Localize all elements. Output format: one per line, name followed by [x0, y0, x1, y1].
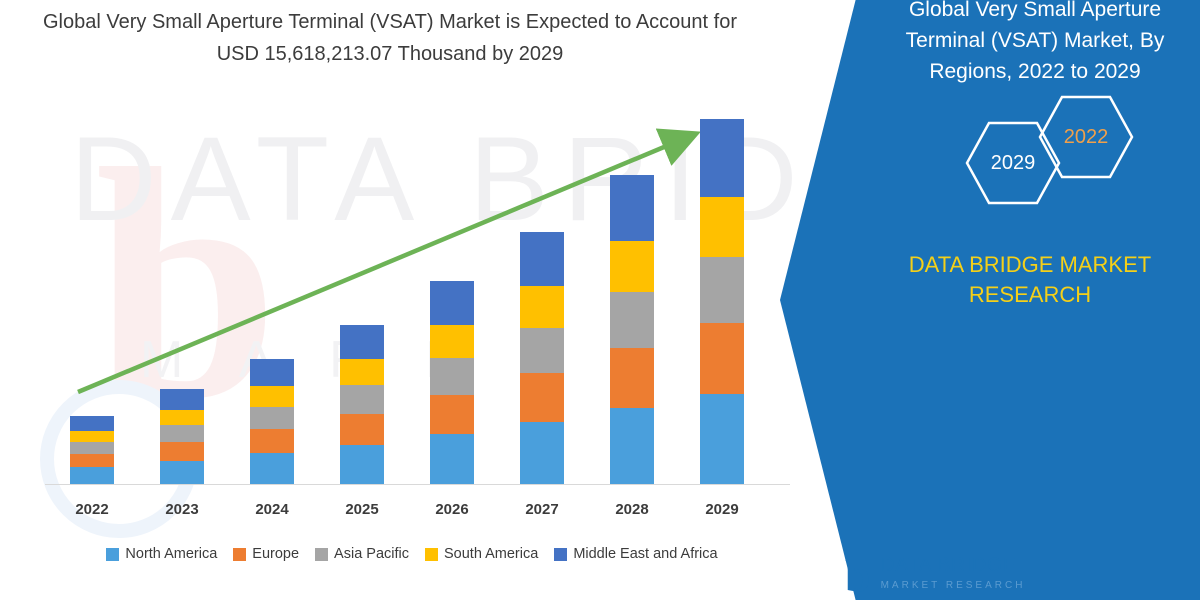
- bar-segment: [160, 389, 204, 410]
- chart-legend: North America Europe Asia Pacific South Ame…: [42, 546, 782, 562]
- legend-item: South America: [425, 546, 538, 562]
- footer-logo-mark: b: [845, 550, 871, 601]
- bar-segment: [430, 325, 474, 359]
- bar-2027: [520, 232, 564, 484]
- bar-segment: [700, 393, 744, 484]
- right-panel: [780, 0, 1200, 600]
- bar-segment: [250, 386, 294, 407]
- legend-swatch: [233, 547, 247, 561]
- bar-2028: [610, 175, 654, 484]
- brand-line-2: RESEARCH: [968, 282, 1092, 307]
- bar-segment: [610, 241, 654, 293]
- legend-label: South America: [444, 546, 539, 562]
- bar-segment: [250, 359, 294, 387]
- panel-title: Global Very Small Aperture Terminal (VSA…: [905, 0, 1165, 83]
- bar-segment: [430, 281, 474, 325]
- legend-swatch: [315, 547, 329, 561]
- hexagon-2029: 2029: [965, 121, 1061, 205]
- bar-segment: [520, 373, 564, 422]
- bar-segment: [340, 414, 384, 445]
- footer-logo: b DATA BRIDGE MARKET RESEARCH: [845, 550, 1026, 601]
- legend-swatch: [554, 547, 568, 561]
- footer-logo-text: DATA BRIDGE MARKET RESEARCH: [881, 556, 1026, 596]
- bar-segment: [430, 394, 474, 434]
- bar-segment: [700, 257, 744, 324]
- bar-segment: [520, 421, 564, 484]
- legend-label: Middle East and Africa: [573, 546, 718, 562]
- bar-segment: [70, 442, 114, 455]
- x-axis-label-2027: 2027: [525, 501, 559, 518]
- bar-segment: [430, 358, 474, 395]
- bar-2024: [250, 359, 294, 484]
- bar-2022: [70, 416, 114, 484]
- bar-segment: [610, 292, 654, 349]
- bar-segment: [610, 407, 654, 484]
- bar-segment: [340, 385, 384, 415]
- bar-2029: [700, 118, 744, 484]
- x-axis-label-2029: 2029: [705, 501, 739, 518]
- bar-2026: [430, 281, 474, 484]
- hexagon-2022-label: 2022: [1063, 125, 1109, 148]
- legend-swatch: [106, 547, 120, 561]
- brand-line-1: DATA BRIDGE MARKET: [908, 252, 1152, 277]
- bar-segment: [160, 442, 204, 461]
- bar-segment: [430, 433, 474, 484]
- growth-arrow-icon: [77, 128, 701, 395]
- legend-label: North America: [125, 546, 218, 562]
- bar-segment: [520, 327, 564, 374]
- legend-item: Europe: [233, 546, 299, 562]
- bar-segment: [340, 325, 384, 360]
- x-axis-label-2024: 2024: [255, 501, 289, 518]
- bar-segment: [610, 348, 654, 408]
- right-panel-content: Global Very Small Aperture Terminal (VSA…: [780, 0, 1200, 600]
- hexagon-2022: 2022: [1038, 95, 1134, 179]
- bar-segment: [160, 425, 204, 443]
- x-axis-label-2022: 2022: [75, 501, 109, 518]
- legend-label: Europe: [252, 546, 300, 562]
- hexagon-group: 2029 2022: [965, 95, 1185, 205]
- x-axis-label-2028: 2028: [615, 501, 649, 518]
- bar-segment: [610, 175, 654, 242]
- bar-segment: [250, 453, 294, 484]
- stacked-bar-chart: 2022 2023 2024 2025 2026 2027 2028 2029 North A…: [42, 118, 790, 562]
- bar-2025: [340, 325, 384, 484]
- bar-2023: [160, 389, 204, 484]
- bar-segment: [160, 409, 204, 426]
- hexagon-2029-label: 2029: [990, 151, 1036, 174]
- bar-segment: [700, 323, 744, 394]
- legend-item: North America: [106, 546, 217, 562]
- footer-logo-line-1: DATA BRIDGE: [880, 555, 1017, 576]
- bar-segment: [250, 406, 294, 430]
- bar-segment: [70, 431, 114, 443]
- footer-logo-line-2: MARKET RESEARCH: [880, 580, 1026, 591]
- legend-swatch: [425, 547, 438, 561]
- x-axis-label-2025: 2025: [345, 501, 379, 518]
- legend-item: Asia Pacific: [315, 546, 409, 562]
- bar-segment: [160, 460, 204, 484]
- bar-segment: [340, 359, 384, 386]
- bar-segment: [520, 232, 564, 286]
- bar-segment: [700, 196, 744, 258]
- brand-name: DATA BRIDGE MARKET RESEARCH: [865, 250, 1195, 310]
- x-axis-line: [45, 484, 790, 485]
- legend-item: Middle East and Africa: [554, 546, 718, 562]
- bar-segment: [520, 285, 564, 328]
- bar-segment: [70, 467, 114, 484]
- bar-segment: [70, 454, 114, 468]
- legend-label: Asia Pacific: [334, 546, 409, 562]
- bar-segment: [700, 118, 744, 197]
- bar-segment: [250, 429, 294, 454]
- page-title: Global Very Small Aperture Terminal (VSA…: [43, 11, 737, 65]
- x-axis-label-2023: 2023: [165, 501, 199, 518]
- x-axis-label-2026: 2026: [435, 501, 469, 518]
- bar-segment: [340, 444, 384, 484]
- bar-segment: [70, 416, 114, 432]
